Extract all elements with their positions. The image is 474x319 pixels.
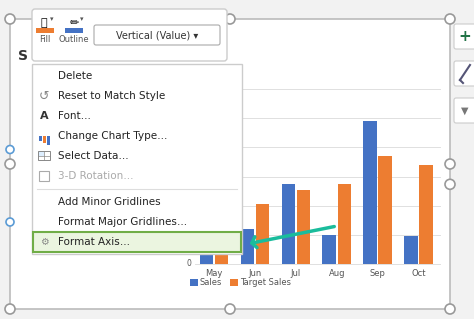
Bar <box>43 136 46 143</box>
Text: Jul: Jul <box>291 269 301 278</box>
FancyBboxPatch shape <box>94 25 220 45</box>
Text: Add Minor Gridlines: Add Minor Gridlines <box>58 197 161 207</box>
Text: Format Axis…: Format Axis… <box>58 237 130 247</box>
FancyBboxPatch shape <box>454 98 474 123</box>
Bar <box>419 165 433 264</box>
Text: A: A <box>40 111 48 121</box>
Text: Aug: Aug <box>328 269 345 278</box>
Text: Jun: Jun <box>248 269 262 278</box>
Text: Outline: Outline <box>59 34 89 43</box>
Bar <box>65 28 83 33</box>
Text: 0: 0 <box>186 259 191 269</box>
Text: 120: 120 <box>177 85 191 93</box>
Text: +: + <box>459 29 471 44</box>
Bar <box>230 279 238 286</box>
Text: 120: 120 <box>177 85 191 93</box>
Bar <box>337 184 351 264</box>
Text: 40: 40 <box>181 201 191 210</box>
Bar <box>363 121 377 264</box>
Text: ▾: ▾ <box>80 16 84 22</box>
Bar <box>39 171 49 181</box>
Bar <box>39 136 42 141</box>
Text: Target Sales: Target Sales <box>240 278 291 287</box>
Bar <box>33 232 241 252</box>
Bar <box>241 229 254 264</box>
Text: ✏: ✏ <box>69 18 79 28</box>
Bar <box>190 279 198 286</box>
Text: ⚙: ⚙ <box>40 237 48 247</box>
Text: 100: 100 <box>176 114 191 123</box>
Bar <box>47 136 50 145</box>
Text: Font…: Font… <box>58 111 91 121</box>
Circle shape <box>445 14 455 24</box>
Text: ↺: ↺ <box>39 90 49 102</box>
Bar <box>200 235 213 264</box>
FancyBboxPatch shape <box>454 61 474 86</box>
Circle shape <box>225 304 235 314</box>
Circle shape <box>445 179 455 189</box>
Text: 20: 20 <box>182 230 191 239</box>
Circle shape <box>6 145 14 153</box>
Text: Delete: Delete <box>58 71 92 81</box>
Text: 60: 60 <box>181 172 191 181</box>
Bar <box>297 189 310 264</box>
Text: Format Major Gridlines…: Format Major Gridlines… <box>58 217 187 227</box>
Bar <box>282 184 295 264</box>
Text: Reset to Match Style: Reset to Match Style <box>58 91 165 101</box>
Bar <box>404 236 418 264</box>
Text: Sales: Sales <box>200 278 222 287</box>
Bar <box>32 64 242 254</box>
Circle shape <box>445 159 455 169</box>
Bar <box>322 235 336 264</box>
Text: 80: 80 <box>182 143 191 152</box>
Text: 3-D Rotation…: 3-D Rotation… <box>58 171 134 181</box>
Text: Vertical (Value) ▾: Vertical (Value) ▾ <box>116 30 198 40</box>
Text: Select Data…: Select Data… <box>58 151 129 161</box>
Circle shape <box>6 218 14 226</box>
Bar <box>38 151 44 156</box>
Text: May: May <box>206 269 223 278</box>
Text: ▼: ▼ <box>461 106 469 115</box>
Circle shape <box>5 159 15 169</box>
Bar <box>215 219 228 264</box>
Bar <box>256 204 269 264</box>
Bar <box>38 151 50 160</box>
FancyBboxPatch shape <box>32 9 227 61</box>
Bar <box>36 28 54 33</box>
Text: S: S <box>18 49 28 63</box>
Text: Change Chart Type…: Change Chart Type… <box>58 131 167 141</box>
Bar <box>378 156 392 264</box>
FancyBboxPatch shape <box>454 24 474 49</box>
Circle shape <box>225 14 235 24</box>
Circle shape <box>5 304 15 314</box>
Text: Sep: Sep <box>370 269 385 278</box>
Text: 🪣: 🪣 <box>41 18 47 28</box>
Circle shape <box>5 14 15 24</box>
Text: Oct: Oct <box>411 269 426 278</box>
Circle shape <box>445 304 455 314</box>
Text: ▾: ▾ <box>50 16 54 22</box>
Text: Fill: Fill <box>39 34 51 43</box>
